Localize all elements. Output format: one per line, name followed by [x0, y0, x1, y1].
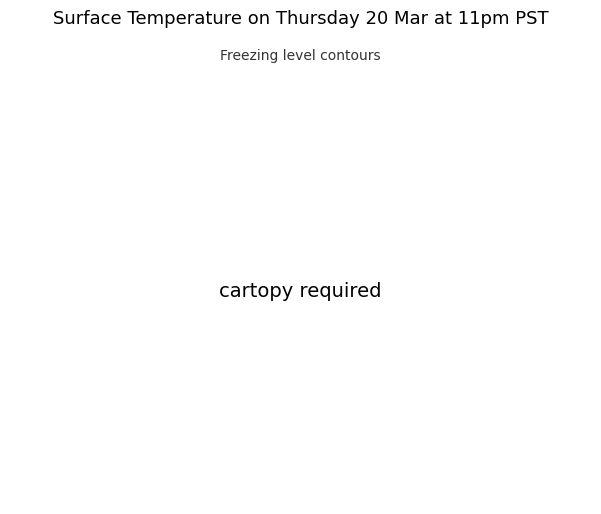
Text: cartopy required: cartopy required	[219, 282, 382, 301]
Text: Freezing level contours: Freezing level contours	[220, 48, 381, 63]
Text: Surface Temperature on Thursday 20 Mar at 11pm PST: Surface Temperature on Thursday 20 Mar a…	[53, 10, 548, 28]
